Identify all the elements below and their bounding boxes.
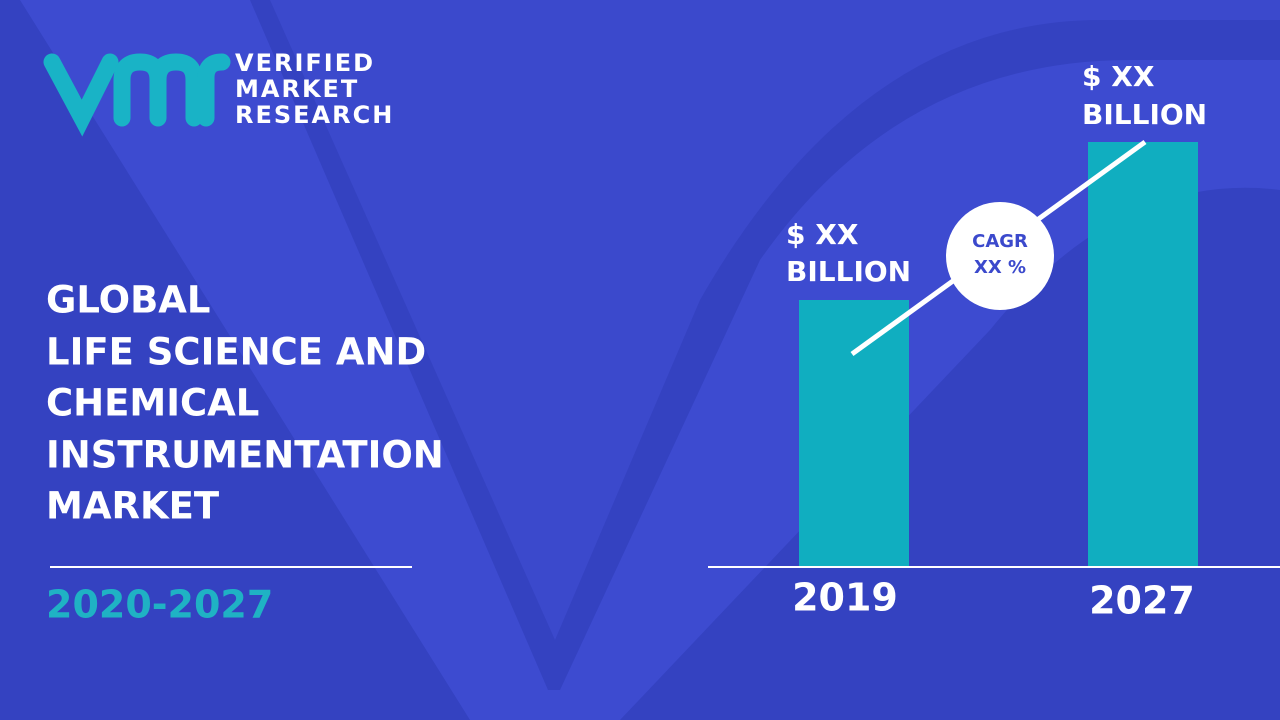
cagr-text: XX % bbox=[974, 257, 1026, 278]
logo-text: RESEARCH bbox=[235, 101, 394, 129]
cagr-badge bbox=[946, 202, 1054, 310]
logo-text: MARKET bbox=[235, 75, 359, 103]
bar bbox=[799, 300, 909, 567]
title-line: GLOBAL bbox=[46, 279, 211, 322]
bar-unit: BILLION bbox=[1082, 98, 1207, 131]
title-line: INSTRUMENTATION bbox=[46, 434, 444, 477]
title-line: MARKET bbox=[46, 485, 220, 528]
bar bbox=[1088, 142, 1198, 567]
title-line: LIFE SCIENCE AND bbox=[46, 331, 426, 374]
title-line: CHEMICAL bbox=[46, 382, 259, 425]
bar-amount: $ XX bbox=[786, 218, 859, 251]
logo-text: VERIFIED bbox=[235, 49, 375, 77]
logo-mark bbox=[43, 53, 231, 137]
bar-year: 2027 bbox=[1089, 579, 1195, 623]
period: 2020-2027 bbox=[46, 583, 273, 627]
bar-year: 2019 bbox=[792, 576, 898, 620]
cagr-text: CAGR bbox=[972, 231, 1028, 252]
title: GLOBAL LIFE SCIENCE AND CHEMICAL INSTRUM… bbox=[46, 279, 444, 528]
v-inner bbox=[20, 0, 1280, 720]
bar-amount: $ XX bbox=[1082, 60, 1155, 93]
bar-unit: BILLION bbox=[786, 255, 911, 288]
